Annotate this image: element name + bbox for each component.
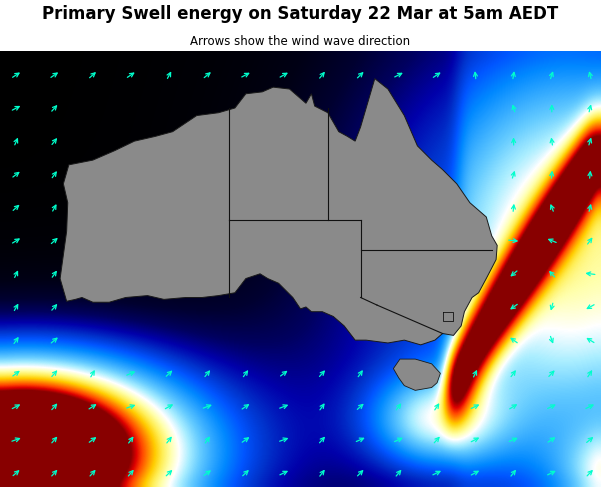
Text: Arrows show the wind wave direction: Arrows show the wind wave direction: [191, 36, 410, 48]
Polygon shape: [60, 78, 497, 345]
Polygon shape: [394, 359, 441, 391]
Text: Primary Swell energy on Saturday 22 Mar at 5am AEDT: Primary Swell energy on Saturday 22 Mar …: [43, 5, 558, 23]
